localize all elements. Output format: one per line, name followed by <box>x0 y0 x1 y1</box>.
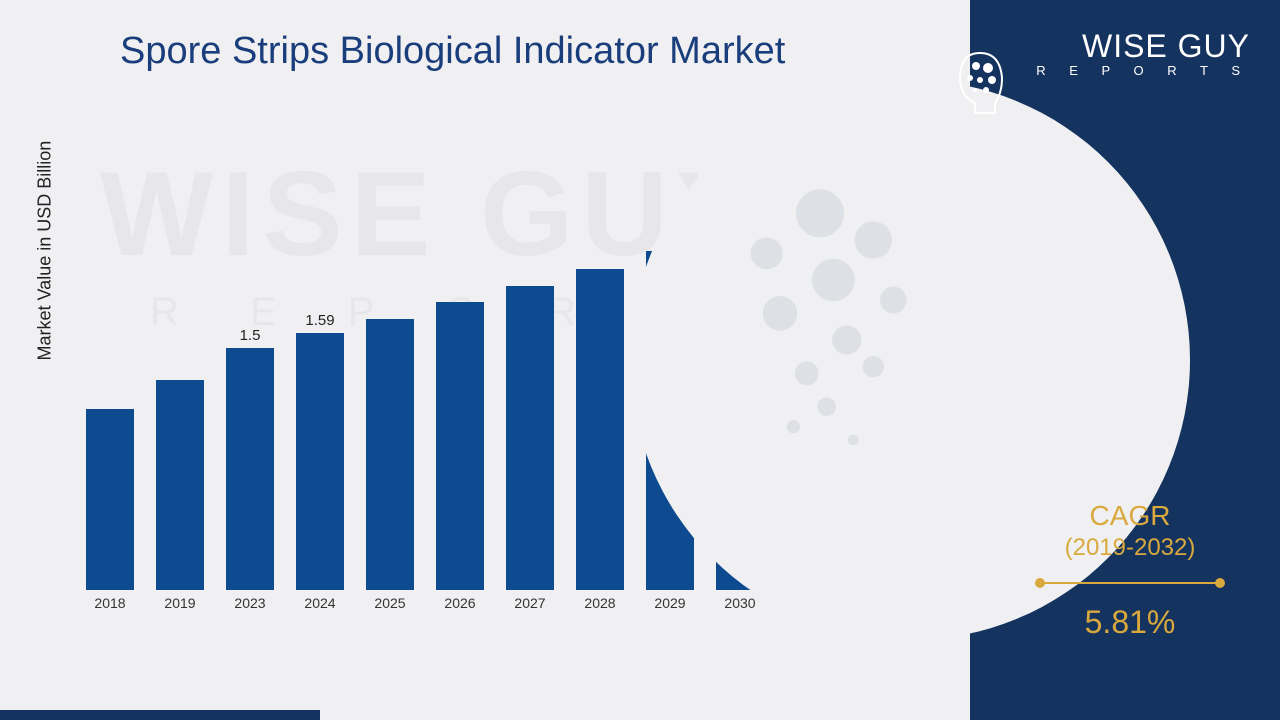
bar <box>576 269 624 590</box>
bar-group: 1.59 <box>290 312 350 590</box>
x-axis-label: 2023 <box>220 595 280 611</box>
bar <box>366 319 414 590</box>
x-axis-label: 2024 <box>290 595 350 611</box>
bar-group <box>150 359 210 590</box>
bar <box>86 409 134 590</box>
bar <box>296 333 344 590</box>
logo-main-text: WISE GUY <box>1036 28 1250 65</box>
chart-title: Spore Strips Biological Indicator Market <box>120 30 785 74</box>
cagr-period: (2019-2032) <box>1020 534 1240 562</box>
bar <box>506 286 554 590</box>
x-axis-label: 2028 <box>570 595 630 611</box>
bottom-accent-bar <box>0 710 320 720</box>
x-axis-label: 2027 <box>500 595 560 611</box>
bar-group <box>570 248 630 590</box>
bar-group: 1.5 <box>220 327 280 590</box>
bar-group <box>80 388 140 590</box>
bar-value-label: 1.5 <box>240 327 261 345</box>
x-axis-label: 2025 <box>360 595 420 611</box>
x-axis-label: 2018 <box>80 595 140 611</box>
cagr-divider <box>1040 582 1220 584</box>
cagr-value: 5.81% <box>1020 604 1240 641</box>
bar <box>436 302 484 590</box>
x-axis-label: 2019 <box>150 595 210 611</box>
logo-head-icon <box>950 48 1010 118</box>
x-axis-label: 2029 <box>640 595 700 611</box>
brand-logo: WISE GUY R E P O R T S <box>1036 28 1250 78</box>
bar-group <box>360 298 420 590</box>
bar-group <box>430 281 490 590</box>
logo-sub-text: R E P O R T S <box>1036 63 1250 78</box>
bar <box>226 348 274 590</box>
cagr-block: CAGR (2019-2032) 5.81% <box>1020 500 1240 641</box>
y-axis-label: Market Value in USD Billion <box>35 141 56 361</box>
bar-value-label: 1.59 <box>305 312 334 330</box>
x-axis-label: 2026 <box>430 595 490 611</box>
bar <box>156 380 204 590</box>
cagr-title: CAGR <box>1020 500 1240 532</box>
bar-group <box>500 265 560 590</box>
